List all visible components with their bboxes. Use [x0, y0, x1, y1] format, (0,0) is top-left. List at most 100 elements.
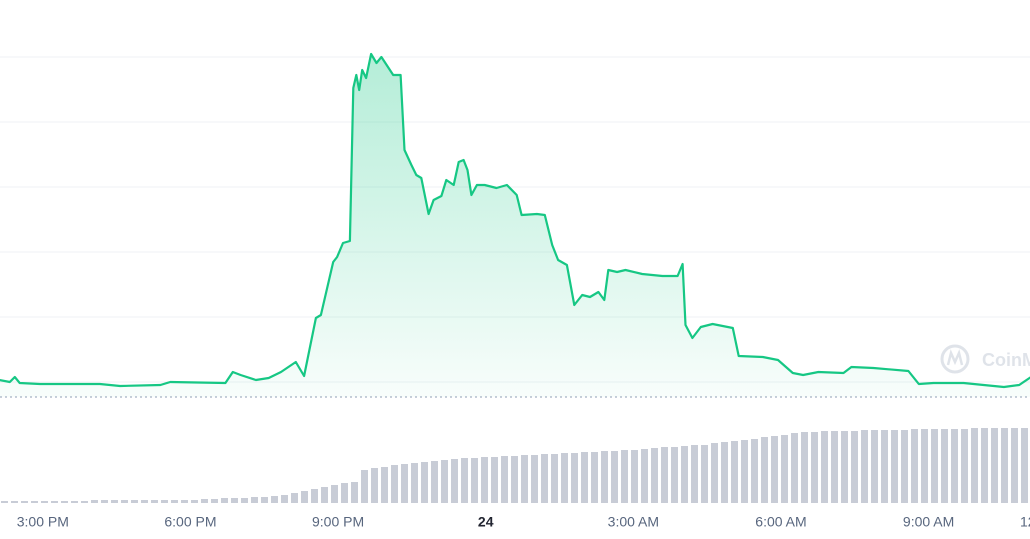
volume-bar [621, 450, 628, 503]
volume-bar [161, 500, 168, 503]
volume-bar [821, 431, 828, 503]
volume-bar [791, 433, 798, 503]
watermark: CoinMarketCap [940, 344, 1030, 374]
volume-bar [441, 460, 448, 503]
volume-bar [921, 429, 928, 503]
volume-bar [101, 500, 108, 503]
volume-bar [281, 495, 288, 503]
volume-bar [721, 442, 728, 503]
volume-bar [1011, 428, 1018, 503]
volume-bar [111, 500, 118, 503]
volume-bar [81, 501, 88, 503]
volume-bar [411, 463, 418, 503]
x-tick-label: 9:00 AM [903, 514, 954, 530]
volume-bar [491, 457, 498, 503]
volume-bar [901, 430, 908, 503]
volume-bar [171, 500, 178, 503]
volume-bar [881, 430, 888, 503]
volume-bar [181, 500, 188, 503]
volume-bar [331, 485, 338, 503]
volume-bar [291, 493, 298, 503]
price-line [0, 52, 1030, 389]
volume-bar [591, 452, 598, 503]
x-tick-label: 6:00 PM [164, 514, 216, 530]
volume-bar [421, 462, 428, 503]
volume-bar [21, 501, 28, 503]
watermark-logo [940, 344, 970, 374]
volume-bar [771, 436, 778, 503]
volume-bar [241, 498, 248, 503]
volume-bar [701, 445, 708, 503]
volume-bar [471, 458, 478, 503]
volume-bar [261, 497, 268, 503]
volume-bar [931, 429, 938, 503]
volume-bar [71, 501, 78, 503]
volume-bar [151, 500, 158, 503]
x-tick-label: 12:00 PM [1020, 514, 1030, 530]
volume-bar [671, 447, 678, 503]
volume-bar [191, 500, 198, 503]
x-tick-label: 3:00 PM [17, 514, 69, 530]
volume-bar [431, 461, 438, 503]
x-tick-label: 9:00 PM [312, 514, 364, 530]
volume-bar [661, 447, 668, 503]
volume-bar [271, 496, 278, 503]
volume-bar [351, 482, 358, 503]
volume-bar [601, 451, 608, 503]
volume-bar [831, 431, 838, 503]
area-fill [0, 54, 1030, 397]
watermark-text: CoinMarketCap [982, 350, 1030, 370]
volume [1, 428, 1028, 503]
volume-bar [801, 432, 808, 503]
volume-bar [251, 497, 258, 503]
volume-bar [511, 456, 518, 503]
volume-bar [861, 430, 868, 503]
volume-bar [741, 440, 748, 503]
volume-bar [691, 445, 698, 503]
volume-bar [631, 450, 638, 503]
volume-bar [301, 491, 308, 503]
volume-bar [871, 430, 878, 503]
volume-bar [391, 465, 398, 503]
volume-bar [51, 501, 58, 503]
volume-bar [641, 449, 648, 503]
volume-bar [361, 470, 368, 503]
volume-bar [781, 435, 788, 503]
volume-bar [211, 499, 218, 503]
volume-bar [961, 429, 968, 503]
volume-bar [11, 501, 18, 503]
volume-bar [681, 446, 688, 503]
volume-bar [1, 501, 8, 503]
volume-bar [521, 455, 528, 503]
x-axis: 3:00 PM 6:00 PM 9:00 PM 24 3:00 AM 6:00 AM 9:0… [17, 514, 1030, 530]
volume-bar [141, 500, 148, 503]
volume-bar [401, 464, 408, 503]
volume-bar [41, 501, 48, 503]
volume-bar [321, 487, 328, 503]
volume-bar [851, 431, 858, 503]
x-tick-label: 3:00 AM [608, 514, 659, 530]
plot [0, 52, 1030, 397]
volume-bar [751, 439, 758, 503]
volume-bar [131, 500, 138, 503]
volume-bar [571, 453, 578, 503]
volume-bar [581, 452, 588, 503]
volume-bar [451, 459, 458, 503]
volume-bar [651, 448, 658, 503]
volume-bar [911, 429, 918, 503]
volume-bar [611, 451, 618, 503]
volume-bar [811, 432, 818, 503]
volume-bar [761, 437, 768, 503]
volume-bar [201, 499, 208, 503]
volume-bar [61, 501, 68, 503]
volume-bar [1021, 428, 1028, 503]
volume-bar [341, 483, 348, 503]
volume-bar [1001, 428, 1008, 503]
volume-bar [891, 430, 898, 503]
volume-bar [561, 453, 568, 503]
volume-bar [311, 489, 318, 503]
volume-bar [841, 431, 848, 503]
volume-bar [91, 500, 98, 503]
volume-bar [981, 428, 988, 503]
